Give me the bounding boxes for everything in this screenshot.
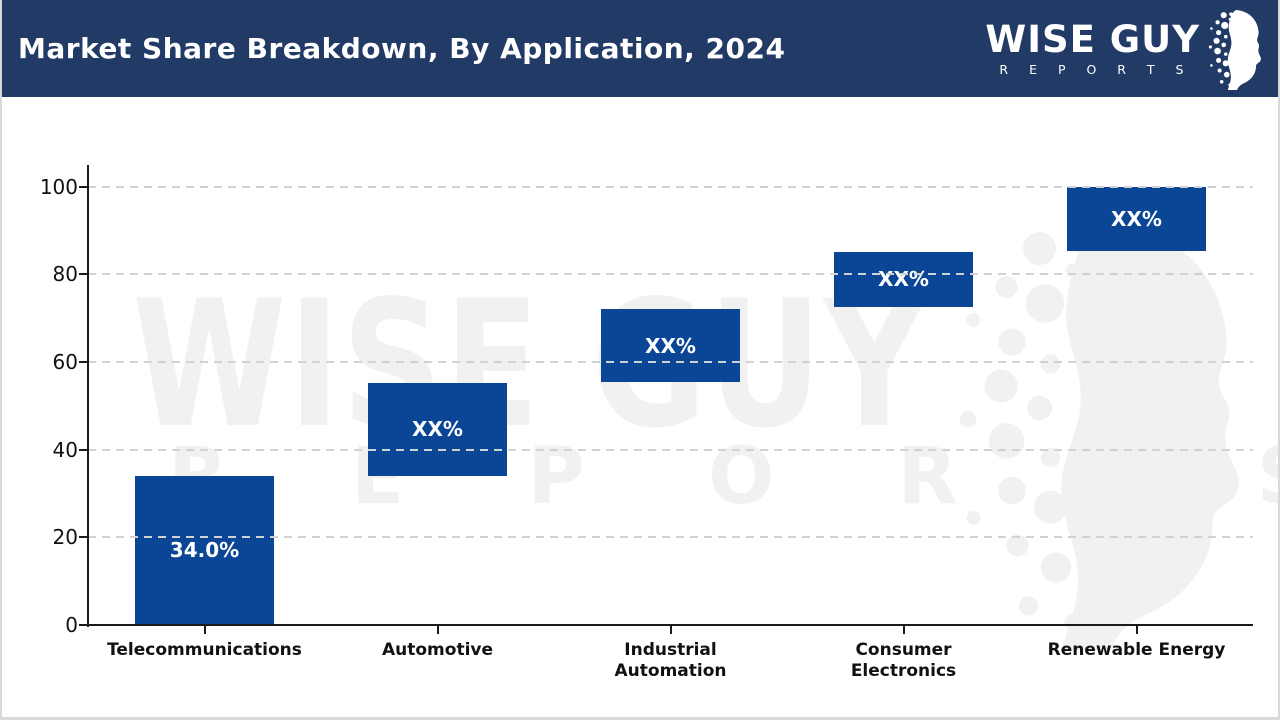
logo-head-icon <box>1204 8 1266 90</box>
bar-value-label: XX% <box>412 417 463 442</box>
bar-value-label: 34.0% <box>169 538 240 563</box>
bar-telecommunications: 34.0% <box>135 475 274 625</box>
bar-value-label: XX% <box>645 333 696 358</box>
bar-value-label: XX% <box>1111 206 1162 231</box>
x-tick-mark <box>436 625 439 634</box>
grid-line-80 <box>88 273 1253 276</box>
y-axis <box>87 165 89 627</box>
y-tick-label-80: 80 <box>52 262 78 287</box>
grid-line-100 <box>88 185 1253 188</box>
x-tick-label: Automotive <box>381 640 494 660</box>
watermark-text-wiseguy: WISE GUY <box>132 264 927 467</box>
x-tick-mark <box>669 625 672 634</box>
x-tick-label: Consumer Electronics <box>850 640 957 681</box>
y-tick-mark-100 <box>79 185 88 188</box>
grid-line-40 <box>88 448 1253 451</box>
page-title: Market Share Breakdown, By Application, … <box>18 32 786 65</box>
bar-renewable-energy: XX% <box>1067 186 1206 251</box>
y-tick-label-40: 40 <box>52 437 78 462</box>
wise-guy-reports-logo: WISE GUY R E P O R T S <box>985 6 1266 92</box>
y-tick-mark-40 <box>79 448 88 451</box>
x-tick-label: Industrial Automation <box>614 640 727 681</box>
bar-consumer-electronics: XX% <box>834 251 973 307</box>
bar-industrial-automation: XX% <box>601 308 740 383</box>
x-tick-mark <box>1135 625 1138 634</box>
x-tick-label: Renewable Energy <box>1047 640 1226 660</box>
header: Market Share Breakdown, By Application, … <box>0 0 1280 97</box>
y-tick-mark-20 <box>79 536 88 539</box>
grid-line-20 <box>88 536 1253 539</box>
logo-reports-label: R E P O R T S <box>999 62 1192 78</box>
x-tick-mark <box>203 625 206 634</box>
x-axis <box>80 624 1253 626</box>
y-tick-mark-80 <box>79 273 88 276</box>
y-tick-label-20: 20 <box>52 525 78 550</box>
bar-automotive: XX% <box>368 382 507 476</box>
x-tick-label: Telecommunications <box>107 640 302 660</box>
x-tick-mark <box>902 625 905 634</box>
logo-wiseguy-label: WISE GUY <box>985 17 1200 61</box>
grid-line-60 <box>88 360 1253 363</box>
y-tick-label-0: 0 <box>65 613 78 637</box>
y-tick-label-100: 100 <box>39 174 78 199</box>
y-tick-label-60: 60 <box>52 349 78 374</box>
bar-value-label: XX% <box>878 267 929 292</box>
logo-text: WISE GUY R E P O R T S <box>985 17 1200 78</box>
y-tick-mark-60 <box>79 360 88 363</box>
